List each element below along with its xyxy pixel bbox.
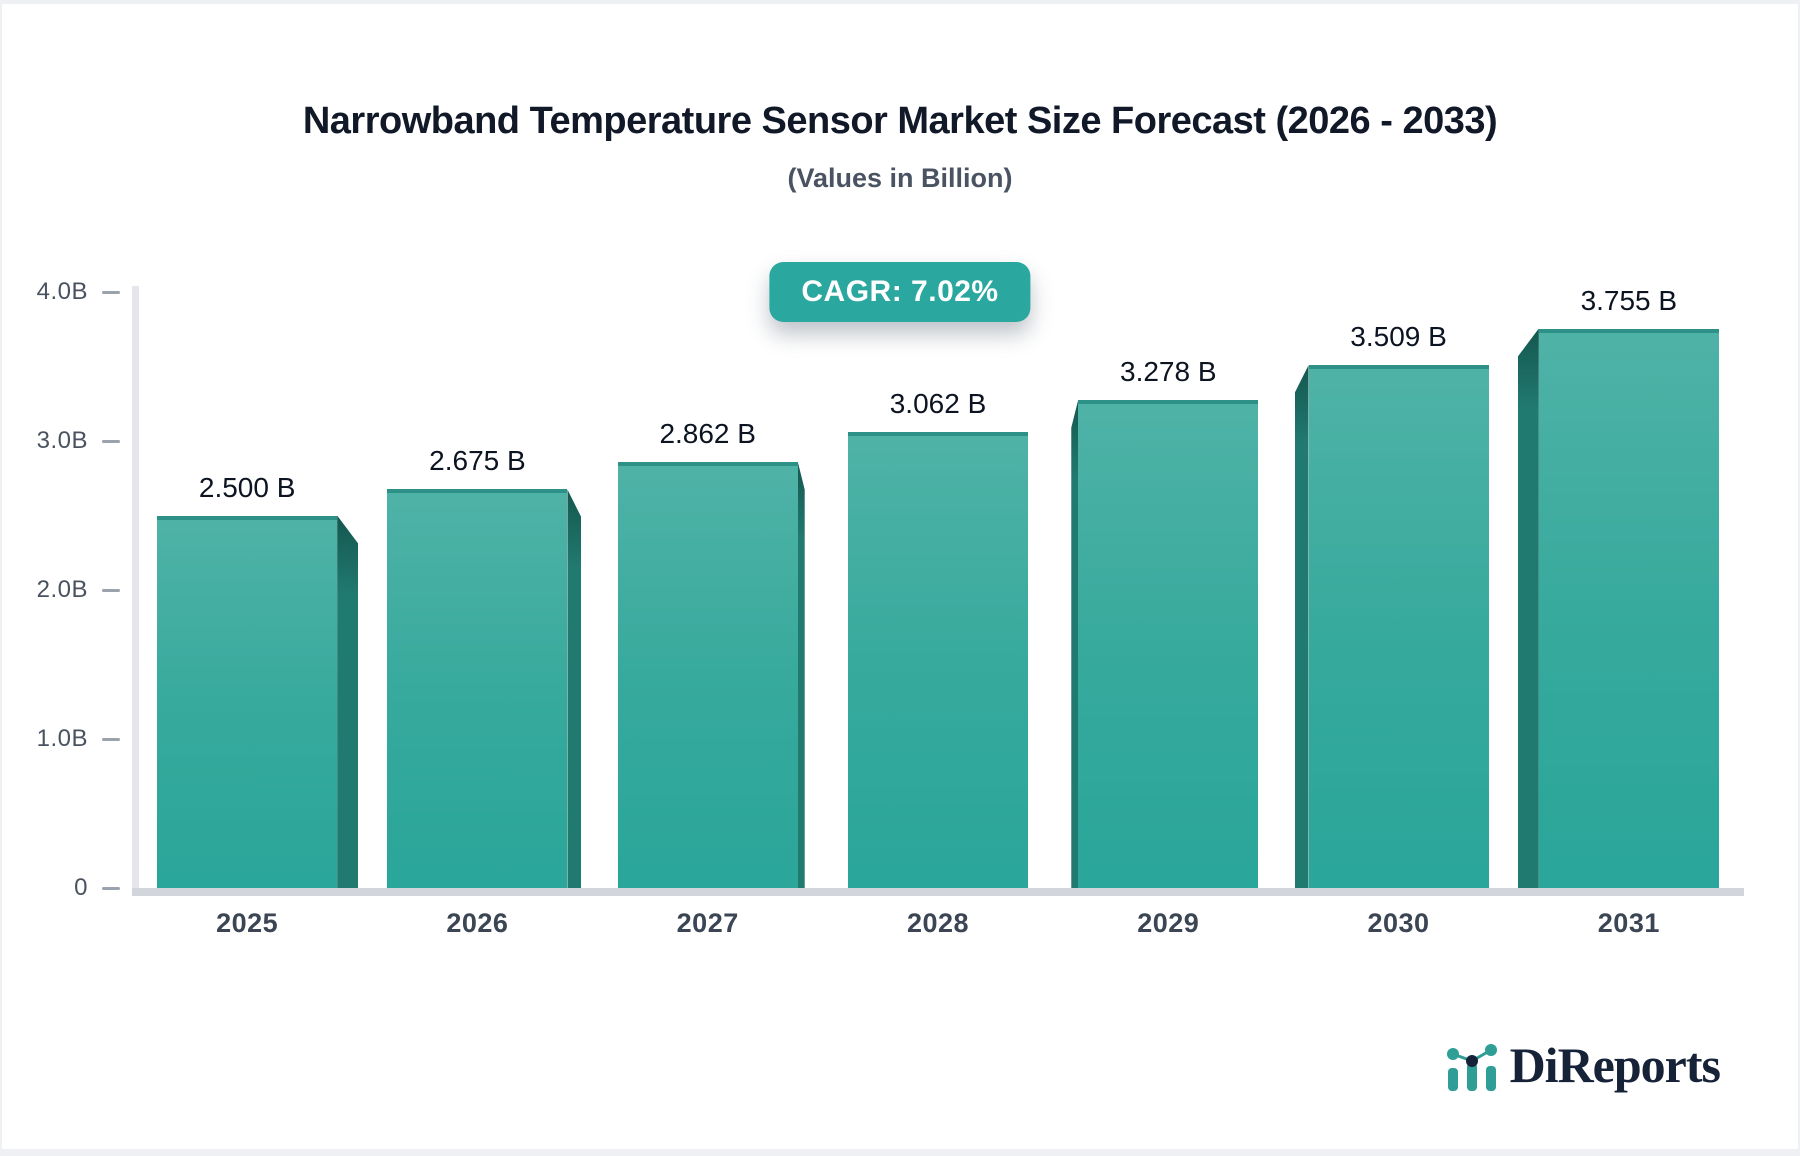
bar-value-label: 2.500 B bbox=[198, 471, 296, 503]
mini-bar-chart-logo-icon bbox=[1446, 1044, 1497, 1091]
bar-value-label: 3.509 B bbox=[1350, 321, 1447, 353]
y-axis-tick-mark bbox=[102, 737, 120, 741]
bar-2025[interactable]: 2.500 B bbox=[157, 472, 359, 888]
cagr-badge: CAGR: 7.02% bbox=[769, 262, 1031, 322]
bar-slot-2026: 2.675 B bbox=[362, 292, 592, 888]
y-axis-line bbox=[132, 286, 139, 888]
bar-side-face bbox=[1294, 365, 1309, 888]
bar-side-face bbox=[1071, 399, 1079, 888]
bar-slot-2027: 2.862 B bbox=[593, 292, 823, 888]
chart-card: Narrowband Temperature Sensor Market Siz… bbox=[2, 4, 1798, 1149]
bar-slot-2030: 3.509 B bbox=[1283, 292, 1513, 888]
y-axis-tick: 0 bbox=[2, 874, 132, 902]
y-axis-tick-mark bbox=[102, 588, 120, 592]
bars-container: 2.500 B 2.675 B 2.862 B 3.062 B 3.278 B 3.509… bbox=[132, 285, 1744, 888]
bar-side-face bbox=[337, 515, 359, 888]
bar-front-face bbox=[1078, 399, 1259, 888]
bar-2026[interactable]: 2.675 B bbox=[387, 445, 582, 888]
x-axis-label-2025: 2025 bbox=[216, 908, 279, 938]
y-axis-tick: 4.0B bbox=[2, 278, 132, 306]
y-axis-tick: 3.0B bbox=[2, 427, 132, 455]
bar-2029[interactable]: 3.278 B bbox=[1071, 356, 1259, 888]
y-axis: 4.0B 3.0B 2.0B 1.0B 0 bbox=[2, 278, 132, 901]
bar-front-face bbox=[1308, 365, 1489, 888]
bar-slot-2028: 3.062 B bbox=[823, 292, 1053, 888]
x-axis-label-2031: 2031 bbox=[1597, 908, 1660, 938]
bar-value-label: 3.755 B bbox=[1580, 284, 1678, 316]
y-axis-tick-label: 3.0B bbox=[36, 427, 88, 454]
brand-name: DiReports bbox=[1509, 1037, 1721, 1093]
x-axis-label-2026: 2026 bbox=[446, 908, 509, 938]
y-axis-tick-label: 4.0B bbox=[36, 278, 88, 305]
y-axis-tick-label: 0 bbox=[74, 874, 88, 901]
y-axis-tick: 2.0B bbox=[2, 576, 132, 604]
y-axis-tick-label: 1.0B bbox=[36, 725, 88, 752]
bar-slot-2031: 3.755 B bbox=[1514, 285, 1744, 888]
y-axis-tick-mark bbox=[102, 439, 120, 443]
bar-side-face bbox=[567, 489, 582, 888]
bar-slot-2029: 3.278 B bbox=[1053, 292, 1283, 888]
chart-header: Narrowband Temperature Sensor Market Siz… bbox=[2, 100, 1798, 194]
bar-2027[interactable]: 2.862 B bbox=[617, 418, 805, 888]
x-axis-label-2028: 2028 bbox=[906, 908, 970, 938]
x-axis-line bbox=[132, 888, 1744, 896]
bar-value-label: 3.062 B bbox=[889, 387, 987, 419]
bar-2028[interactable]: 3.062 B bbox=[847, 388, 1028, 888]
chart-title: Narrowband Temperature Sensor Market Siz… bbox=[302, 100, 1498, 142]
bar-front-face bbox=[617, 461, 798, 888]
y-axis-tick: 1.0B bbox=[2, 725, 132, 753]
bar-value-label: 3.278 B bbox=[1120, 355, 1217, 387]
x-axis: 2025 2026 2027 2028 2029 2030 2031 bbox=[132, 908, 1744, 939]
bar-front-face bbox=[157, 515, 338, 888]
bar-front-face bbox=[387, 489, 568, 888]
bar-front-face bbox=[847, 431, 1028, 888]
bar-2030[interactable]: 3.509 B bbox=[1294, 321, 1489, 888]
bar-front-face bbox=[1538, 328, 1719, 888]
x-axis-label-2027: 2027 bbox=[676, 908, 739, 938]
bar-2031[interactable]: 3.755 B bbox=[1517, 285, 1719, 888]
bar-side-face bbox=[797, 461, 805, 888]
y-axis-tick-label: 2.0B bbox=[36, 576, 88, 603]
chart-subtitle: (Values in Billion) bbox=[787, 163, 1013, 193]
y-axis-tick-mark bbox=[102, 886, 120, 890]
bar-value-label: 2.862 B bbox=[659, 417, 756, 449]
bar-value-label: 2.675 B bbox=[429, 445, 526, 477]
y-axis-tick-mark bbox=[102, 290, 120, 294]
brand-logo: DiReports bbox=[1440, 1033, 1721, 1097]
x-axis-label-2029: 2029 bbox=[1137, 908, 1200, 938]
bar-slot-2025: 2.500 B bbox=[132, 292, 362, 888]
x-axis-label-2030: 2030 bbox=[1367, 908, 1430, 938]
plot-area: 2.500 B 2.675 B 2.862 B 3.062 B 3.278 B 3.509… bbox=[132, 285, 1744, 888]
bar-side-face bbox=[1517, 328, 1539, 888]
